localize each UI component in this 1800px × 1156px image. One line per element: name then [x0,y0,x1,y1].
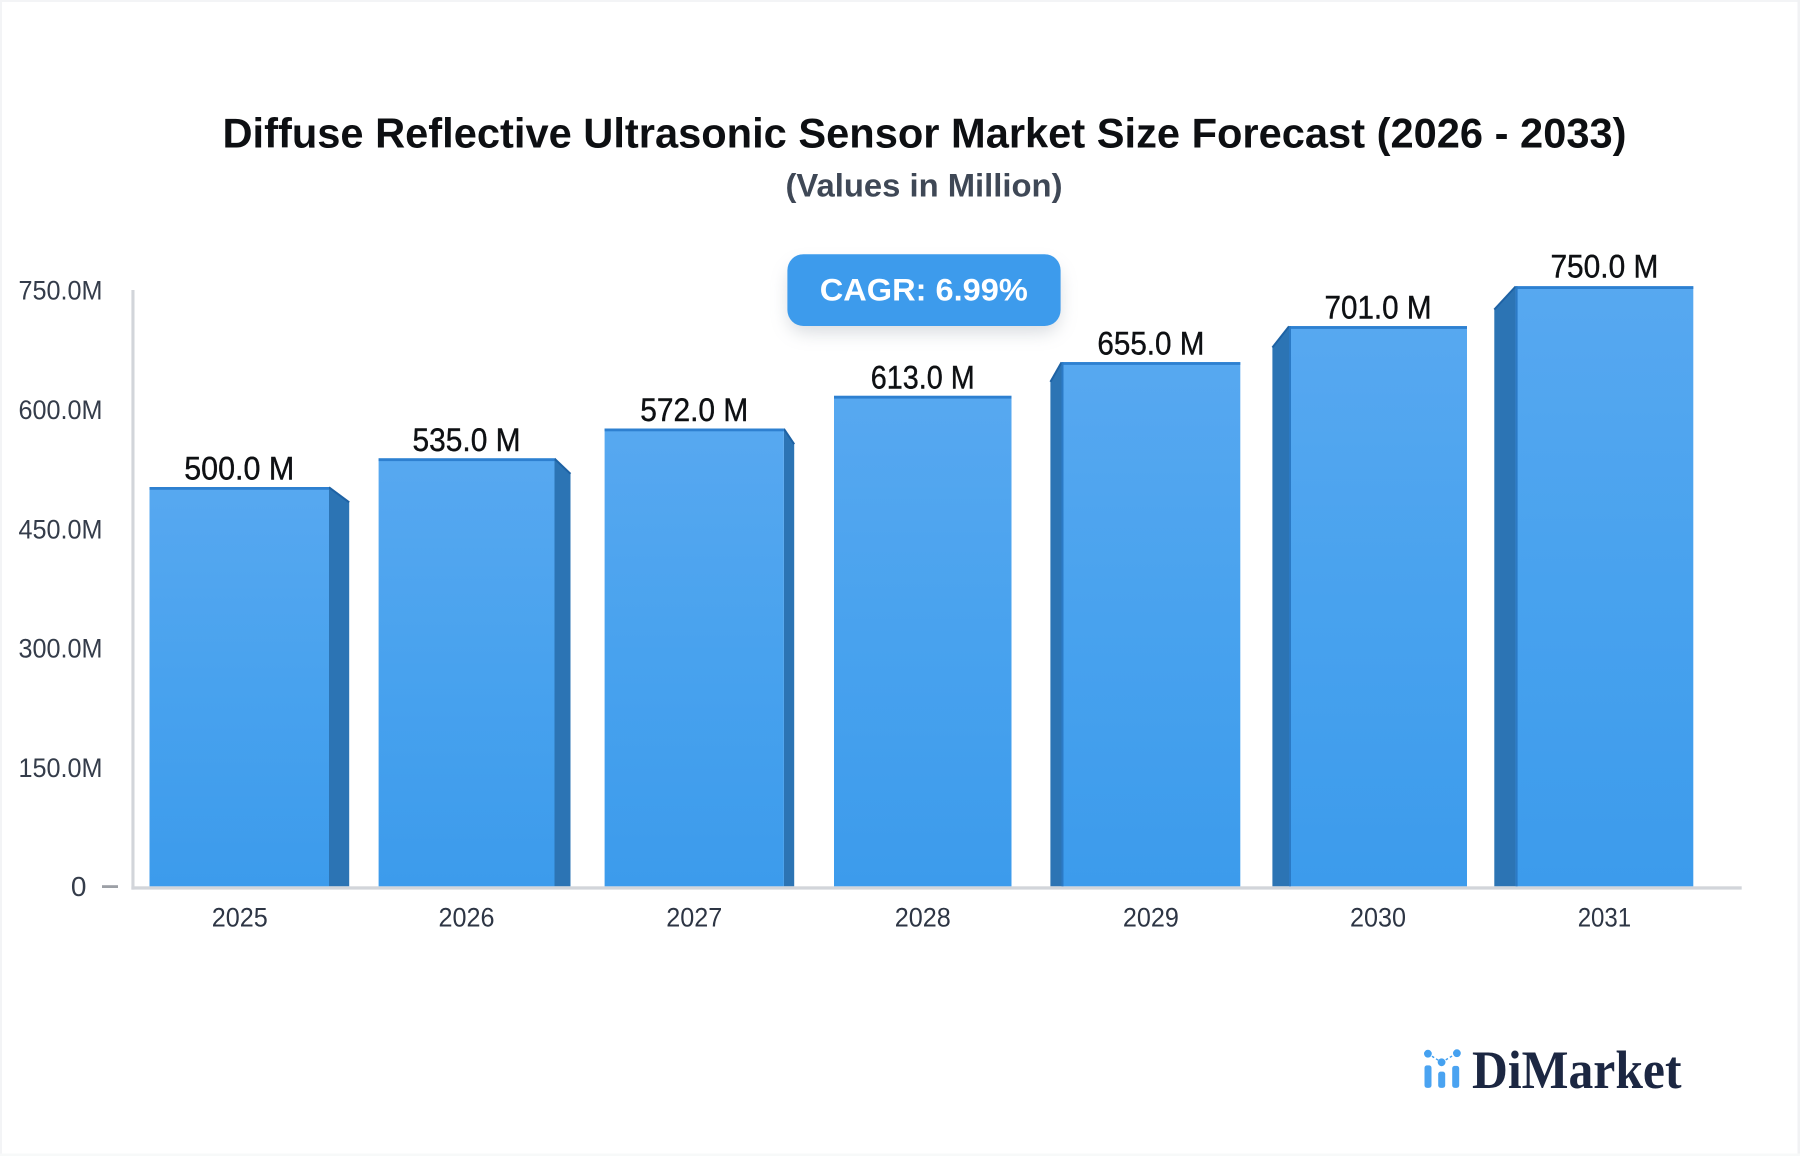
svg-text:2028: 2028 [895,903,951,933]
svg-text:750.0M: 750.0M [19,276,103,306]
svg-text:2026: 2026 [439,903,495,933]
svg-text:150.0M: 150.0M [19,753,103,783]
svg-text:2031: 2031 [1578,903,1632,933]
svg-text:(Values in Million): (Values in Million) [786,168,1063,204]
svg-text:0: 0 [71,871,87,902]
svg-text:2025: 2025 [212,903,268,933]
svg-text:Diffuse Reflective Ultrasonic: Diffuse Reflective Ultrasonic Sensor Mar… [223,110,1627,157]
svg-text:2029: 2029 [1123,903,1179,933]
svg-text:572.0 M: 572.0 M [640,392,748,428]
svg-text:450.0M: 450.0M [19,514,103,544]
svg-text:2030: 2030 [1350,903,1406,933]
svg-text:701.0 M: 701.0 M [1325,290,1432,326]
svg-text:500.0 M: 500.0 M [184,451,294,487]
svg-text:CAGR: 6.99%: CAGR: 6.99% [820,272,1028,308]
svg-text:DiMarket: DiMarket [1472,1040,1682,1100]
svg-text:535.0 M: 535.0 M [413,422,521,458]
svg-text:300.0M: 300.0M [19,634,103,664]
svg-text:750.0 M: 750.0 M [1550,249,1658,285]
svg-text:655.0 M: 655.0 M [1097,325,1204,361]
svg-text:613.0 M: 613.0 M [871,359,975,395]
svg-text:600.0M: 600.0M [19,395,103,425]
svg-text:2027: 2027 [666,903,722,933]
